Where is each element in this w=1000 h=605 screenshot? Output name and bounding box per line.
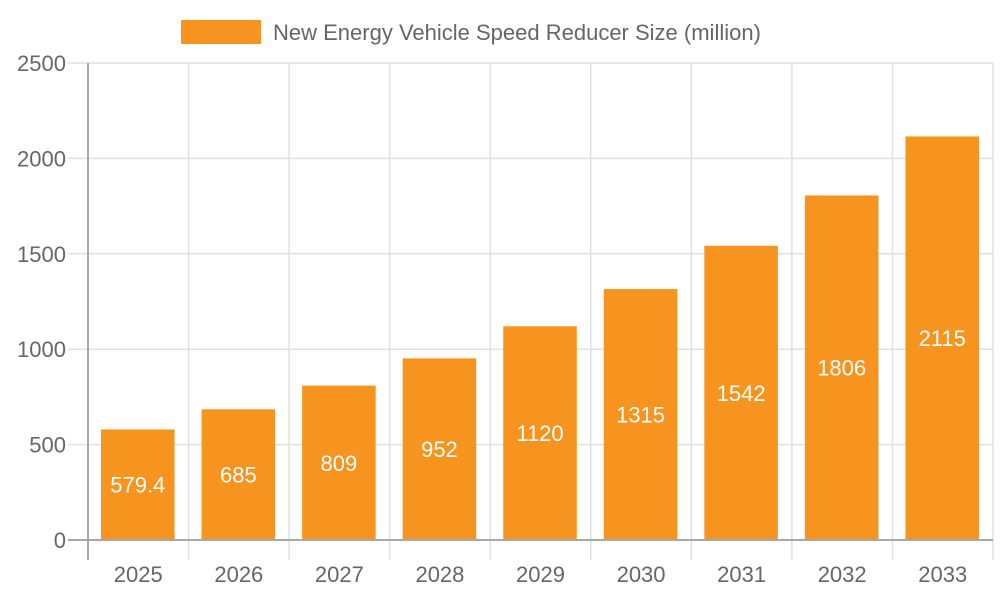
grid bbox=[88, 62, 994, 560]
y-tick-label: 2000 bbox=[17, 146, 66, 171]
y-tick-label: 1000 bbox=[17, 337, 66, 362]
x-tick-label: 2025 bbox=[114, 562, 163, 587]
bar-2030 bbox=[603, 289, 678, 540]
y-tick-label: 500 bbox=[29, 433, 66, 458]
legend[interactable]: New Energy Vehicle Speed Reducer Size (m… bbox=[181, 20, 761, 45]
x-tick-label: 2030 bbox=[617, 562, 666, 587]
x-tick-label: 2029 bbox=[516, 562, 565, 587]
y-axis: 0 500 1000 1500 2000 2500 bbox=[17, 51, 89, 560]
bar-2026 bbox=[201, 409, 276, 540]
y-tick-label: 2500 bbox=[17, 51, 66, 76]
x-tick-label: 2028 bbox=[415, 562, 464, 587]
legend-swatch bbox=[181, 20, 261, 44]
bar-2028 bbox=[402, 358, 477, 540]
x-tick-label: 2027 bbox=[315, 562, 364, 587]
data-label: 685 bbox=[220, 463, 257, 488]
bar-2027 bbox=[302, 385, 376, 540]
data-label: 1806 bbox=[817, 356, 866, 381]
data-labels: 579.4 685 809 952 1120 1315 1542 1806 2115 bbox=[110, 326, 966, 497]
data-label: 809 bbox=[321, 451, 358, 476]
data-label: 952 bbox=[421, 437, 458, 462]
y-tick-label: 0 bbox=[54, 528, 66, 553]
legend-label: New Energy Vehicle Speed Reducer Size (m… bbox=[273, 20, 761, 45]
x-tick-label: 2032 bbox=[818, 562, 867, 587]
bar-2029 bbox=[503, 326, 577, 540]
data-label: 2115 bbox=[919, 326, 966, 351]
bar-2032 bbox=[804, 195, 879, 540]
x-tick-label: 2033 bbox=[918, 562, 967, 587]
y-tick-label: 1500 bbox=[17, 242, 66, 267]
bar-2031 bbox=[704, 245, 778, 540]
data-label: 1542 bbox=[717, 381, 766, 406]
bars bbox=[101, 136, 979, 540]
x-tick-label: 2026 bbox=[214, 562, 263, 587]
x-tick-label: 2031 bbox=[717, 562, 766, 587]
data-label: 579.4 bbox=[110, 473, 165, 498]
data-label: 1120 bbox=[516, 421, 563, 446]
bar-2025 bbox=[101, 429, 175, 540]
data-label: 1315 bbox=[616, 403, 665, 428]
x-axis: 2025 2026 2027 2028 2029 2030 2031 2032 2033 bbox=[68, 539, 993, 587]
bar-2033 bbox=[905, 136, 979, 540]
